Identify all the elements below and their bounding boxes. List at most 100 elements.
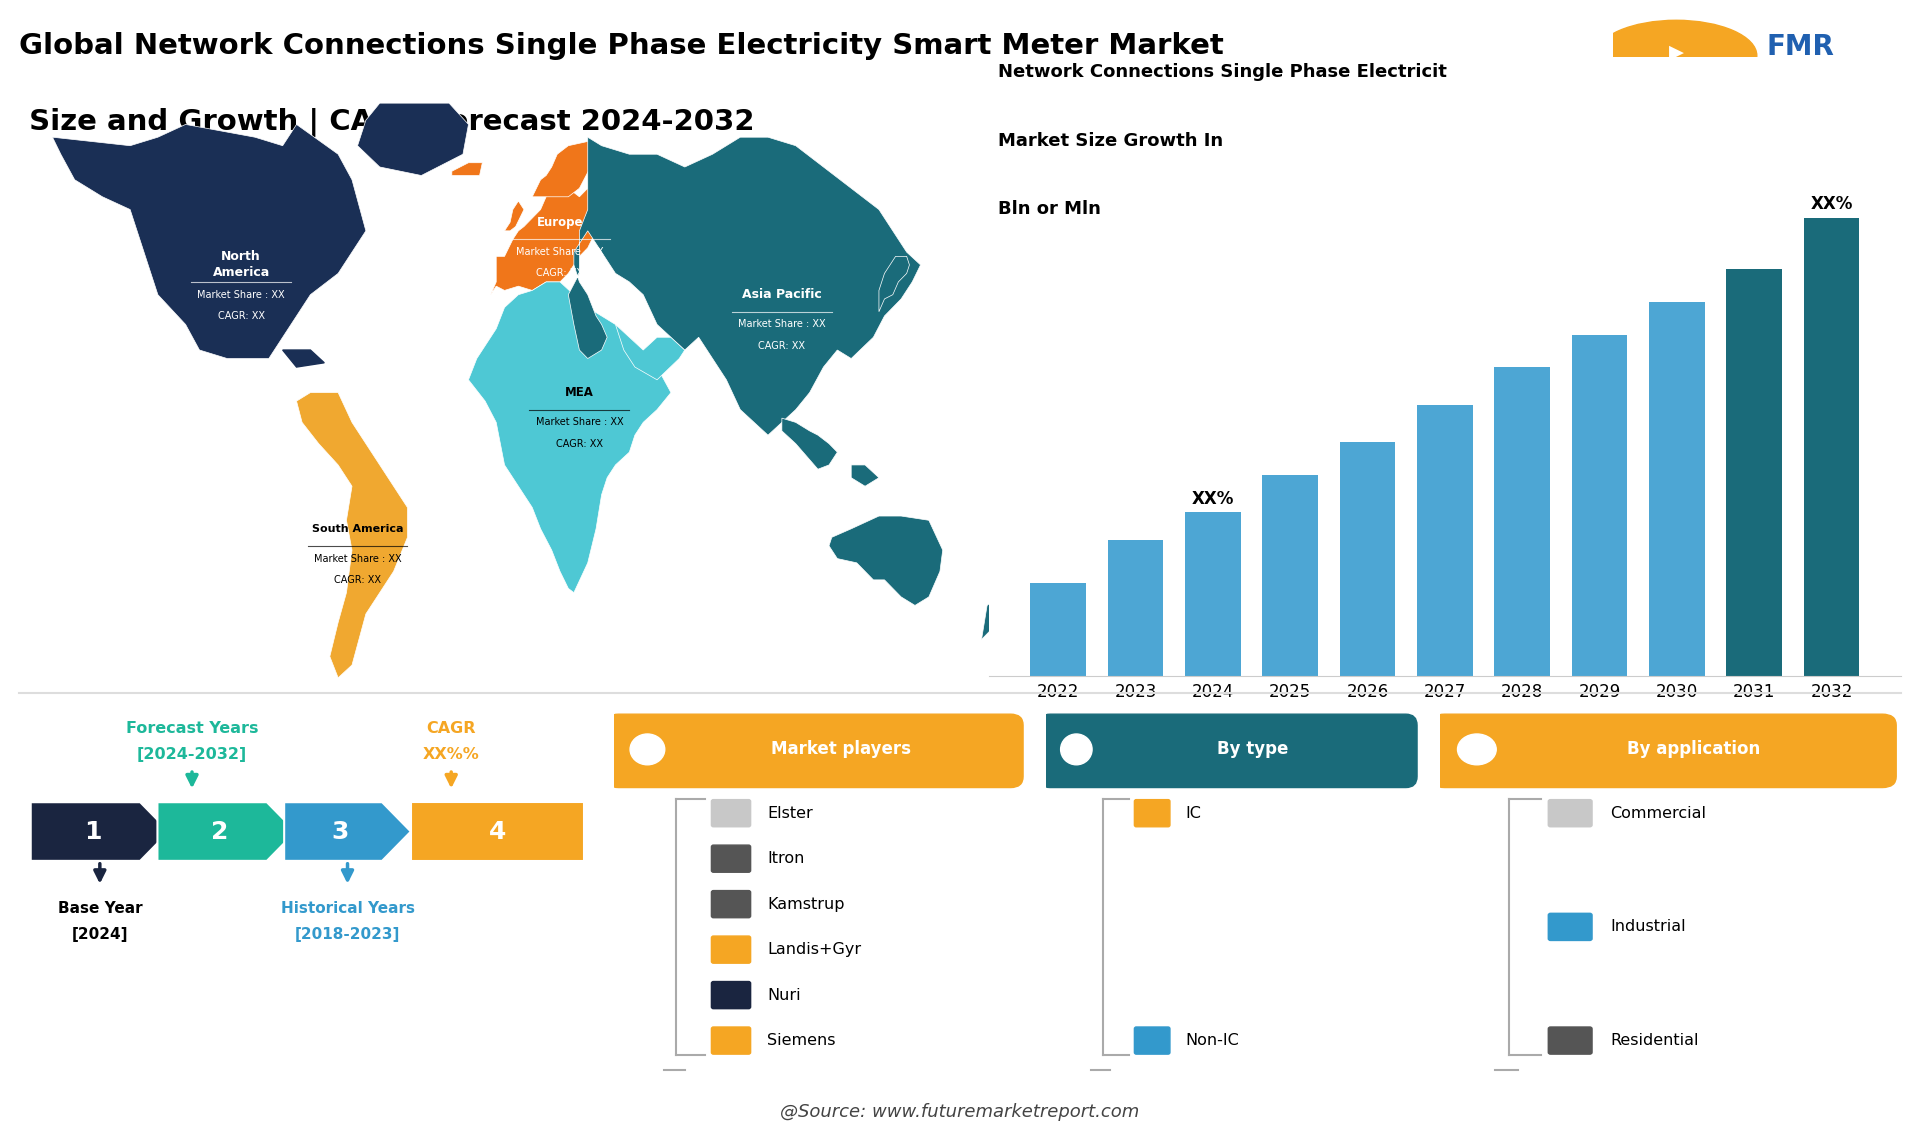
Bar [1031,582,1087,676]
Text: XX%: XX% [1192,490,1235,508]
Text: Elster: Elster [768,806,812,821]
FancyBboxPatch shape [1548,913,1592,941]
Polygon shape [282,350,324,367]
Text: Market Share : XX: Market Share : XX [198,290,284,300]
Bar [1494,368,1549,676]
Polygon shape [31,802,169,861]
Text: Commercial: Commercial [1611,806,1707,821]
Polygon shape [468,282,670,592]
Text: 4: 4 [488,819,507,843]
Text: Itron: Itron [768,851,804,866]
Text: [2024-2032]: [2024-2032] [136,747,248,762]
Polygon shape [879,257,910,312]
Polygon shape [532,141,595,197]
Bar [1803,218,1859,676]
Text: Landis+Gyr: Landis+Gyr [768,942,862,957]
Text: CAGR: XX: CAGR: XX [217,311,265,321]
Text: Residential: Residential [1611,1033,1699,1049]
Text: 3: 3 [332,819,349,843]
Circle shape [1596,21,1757,91]
Text: Market Share : XX: Market Share : XX [313,554,401,564]
Text: Europe: Europe [538,215,584,229]
Text: Bln or Mln: Bln or Mln [998,199,1100,218]
FancyBboxPatch shape [1039,714,1417,787]
FancyBboxPatch shape [712,890,751,918]
Text: Siemens: Siemens [768,1033,835,1049]
Text: Market Share : XX: Market Share : XX [536,417,624,427]
Text: CAGR: XX: CAGR: XX [557,439,603,449]
Text: Market players: Market players [772,740,912,759]
Text: Industrial: Industrial [1611,919,1686,934]
Text: CAGR: XX: CAGR: XX [758,340,804,351]
Polygon shape [781,418,837,469]
Bar [1185,512,1240,676]
FancyBboxPatch shape [1548,800,1592,826]
Polygon shape [993,592,1006,618]
Polygon shape [411,802,584,861]
FancyBboxPatch shape [1548,1027,1592,1054]
Polygon shape [157,802,296,861]
Text: Base Year: Base Year [58,901,142,916]
Text: [2024]: [2024] [71,927,129,942]
FancyBboxPatch shape [607,714,1023,787]
Polygon shape [851,465,879,486]
Polygon shape [981,602,995,639]
Polygon shape [284,802,411,861]
Text: Network Connections Single Phase Electricit: Network Connections Single Phase Electri… [998,63,1448,81]
Bar [1340,442,1396,676]
FancyBboxPatch shape [712,936,751,963]
Text: MEA: MEA [564,386,593,399]
Bar [1726,269,1782,676]
FancyBboxPatch shape [1430,714,1897,787]
Text: FMR: FMR [1766,33,1834,61]
Text: @Source: www.futuremarketreport.com: @Source: www.futuremarketreport.com [780,1104,1140,1122]
Bar [1417,405,1473,676]
Polygon shape [568,138,920,435]
Text: Forecast Years: Forecast Years [125,721,259,737]
Text: 2: 2 [211,819,228,843]
Polygon shape [451,163,482,175]
FancyBboxPatch shape [712,981,751,1008]
Text: By type: By type [1217,740,1288,759]
Text: Historical Years: Historical Years [280,901,415,916]
FancyBboxPatch shape [712,800,751,826]
Polygon shape [492,180,601,295]
FancyBboxPatch shape [1135,1027,1169,1054]
Polygon shape [829,516,943,605]
Circle shape [630,733,664,764]
Text: Asia Pacific: Asia Pacific [741,288,822,301]
Text: Size and Growth | CAGR Forecast 2024-2032: Size and Growth | CAGR Forecast 2024-203… [19,108,755,136]
Text: By application: By application [1626,740,1761,759]
Text: XX%%: XX%% [422,747,480,762]
Text: CAGR: CAGR [426,721,476,737]
Text: FUTURE MARKET REPORT: FUTURE MARKET REPORT [1701,93,1812,102]
Text: Market Share : XX: Market Share : XX [737,320,826,330]
Polygon shape [616,324,685,379]
Circle shape [1457,733,1496,764]
Circle shape [1060,733,1092,764]
Polygon shape [357,103,468,175]
Text: [2018-2023]: [2018-2023] [296,927,399,942]
Text: CAGR: XX: CAGR: XX [334,575,380,584]
Bar [1572,335,1628,676]
Text: ▶: ▶ [1668,42,1684,61]
Bar [1261,474,1317,676]
Polygon shape [505,201,524,230]
Text: Market Share : XX: Market Share : XX [516,248,603,257]
FancyBboxPatch shape [712,845,751,872]
Text: IC: IC [1185,806,1200,821]
Bar [1108,541,1164,676]
Text: Nuri: Nuri [768,988,801,1003]
Text: Kamstrup: Kamstrup [768,896,845,912]
Text: Market Size Growth In: Market Size Growth In [998,132,1223,150]
Text: CAGR: XX: CAGR: XX [536,268,584,278]
Text: Global Network Connections Single Phase Electricity Smart Meter Market: Global Network Connections Single Phase … [19,32,1223,60]
Text: North
America: North America [213,250,269,280]
Text: 1: 1 [84,819,102,843]
Polygon shape [52,125,367,359]
Bar [1649,301,1705,676]
FancyBboxPatch shape [712,1027,751,1054]
Polygon shape [296,393,407,677]
Text: XX%: XX% [1811,195,1853,213]
Text: Non-IC: Non-IC [1185,1033,1238,1049]
